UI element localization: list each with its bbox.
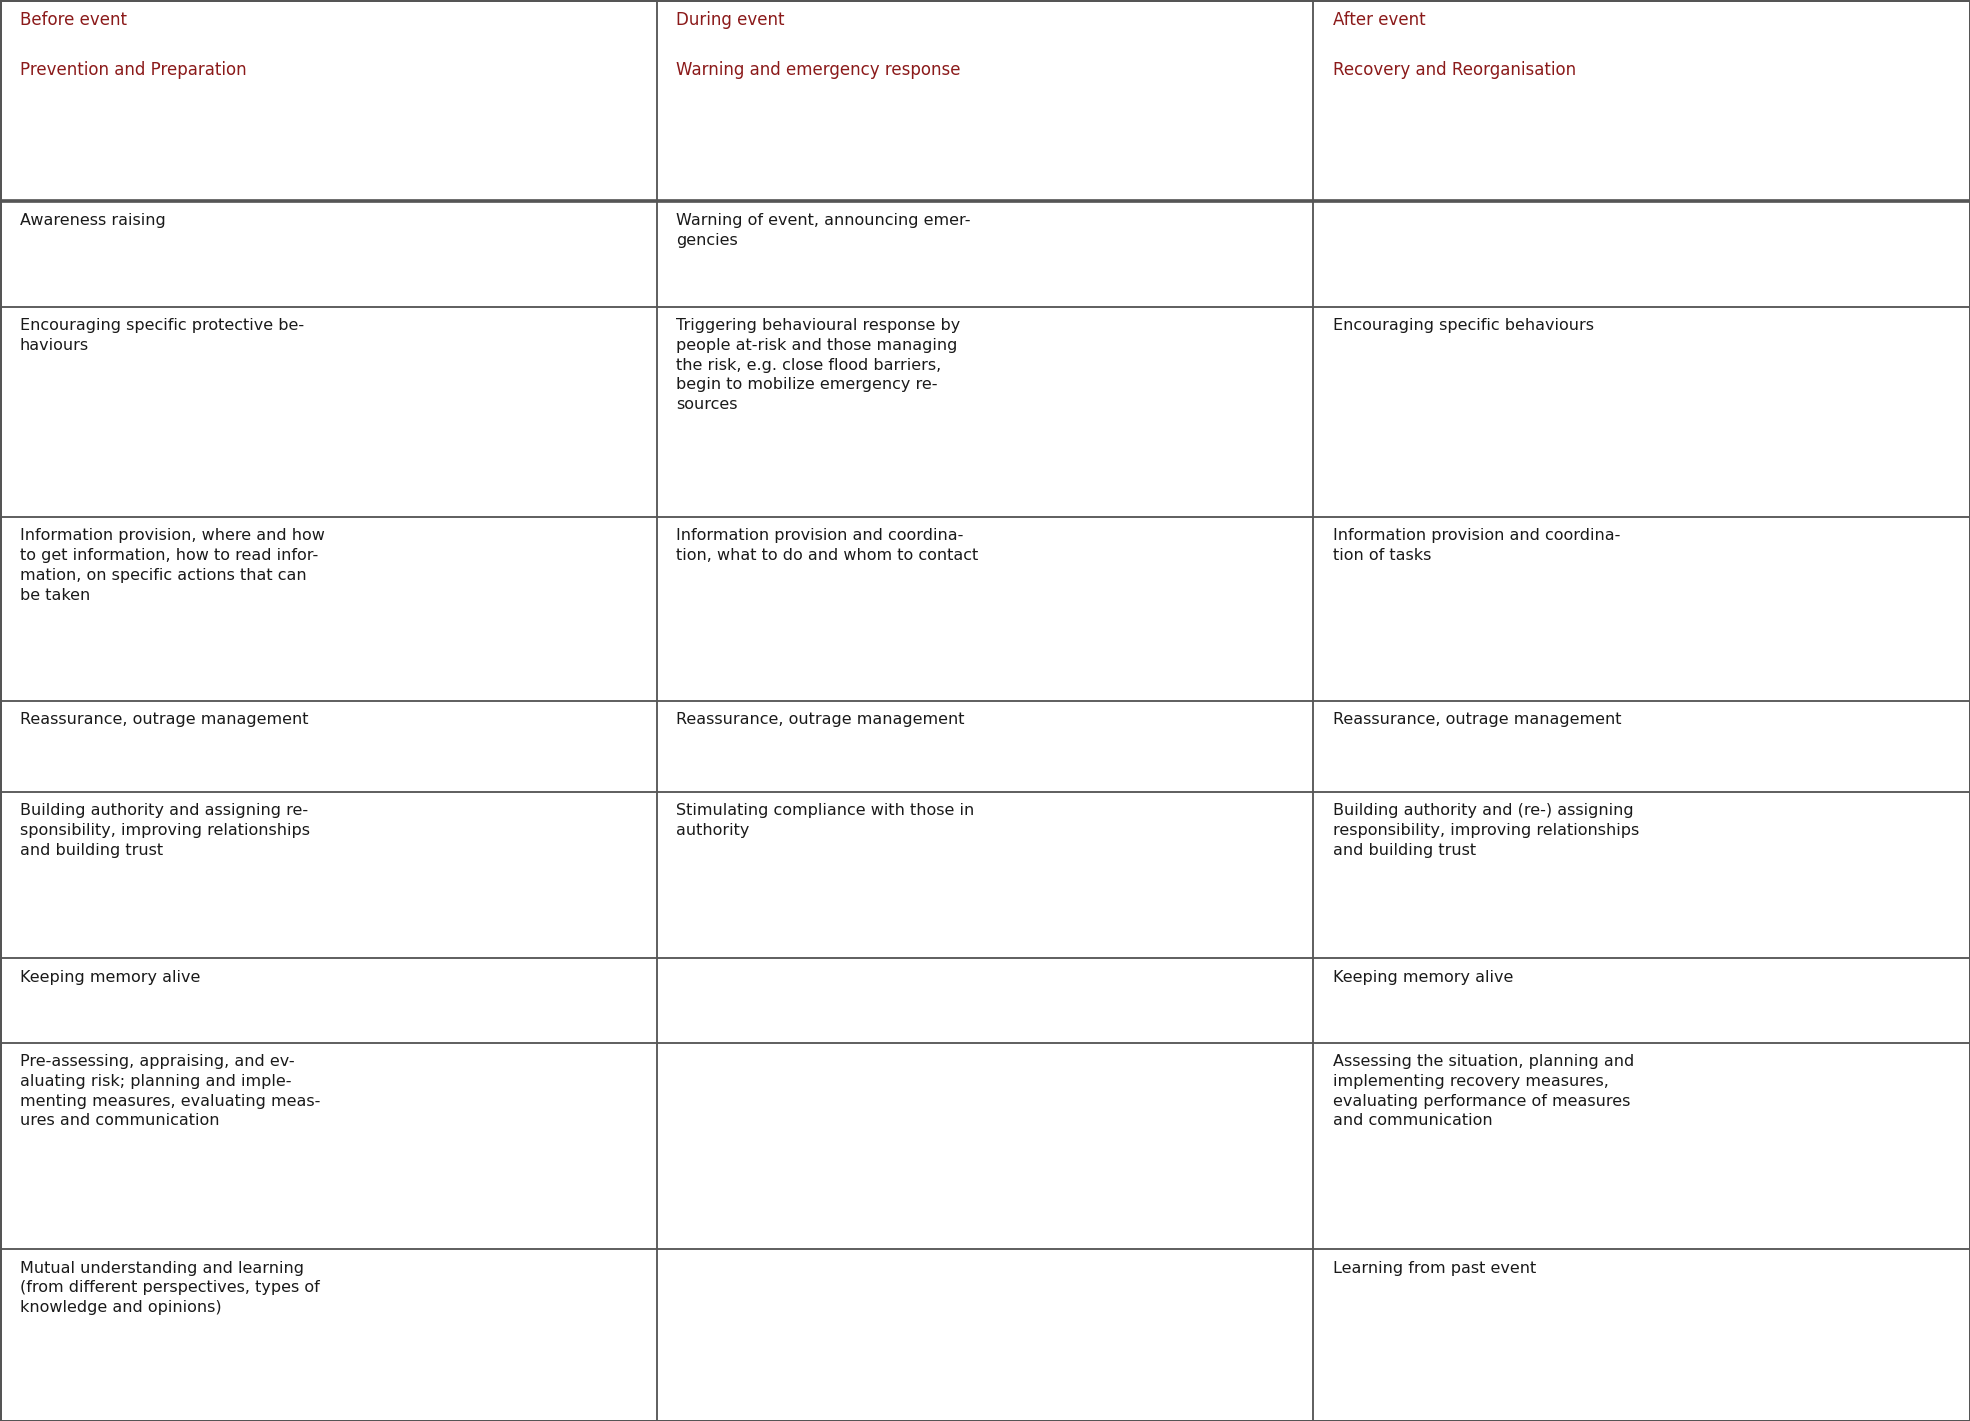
Text: Building authority and assigning re-
sponsibility, improving relationships
and b: Building authority and assigning re- spo… <box>20 803 309 858</box>
Text: Triggering behavioural response by
people at-risk and those managing
the risk, e: Triggering behavioural response by peopl… <box>676 318 961 412</box>
Text: Awareness raising: Awareness raising <box>20 213 165 227</box>
Text: Encouraging specific protective be-
haviours: Encouraging specific protective be- havi… <box>20 318 303 352</box>
Text: Reassurance, outrage management: Reassurance, outrage management <box>676 712 965 728</box>
Text: Keeping memory alive: Keeping memory alive <box>20 969 201 985</box>
Text: Learning from past event: Learning from past event <box>1334 1260 1537 1276</box>
Text: Encouraging specific behaviours: Encouraging specific behaviours <box>1334 318 1594 333</box>
Text: During event

Warning and emergency response: During event Warning and emergency respo… <box>676 11 961 80</box>
Text: Mutual understanding and learning
(from different perspectives, types of
knowled: Mutual understanding and learning (from … <box>20 1260 319 1316</box>
Text: Building authority and (re-) assigning
responsibility, improving relationships
a: Building authority and (re-) assigning r… <box>1334 803 1639 858</box>
Text: Stimulating compliance with those in
authority: Stimulating compliance with those in aut… <box>676 803 975 838</box>
Text: Reassurance, outrage management: Reassurance, outrage management <box>20 712 307 728</box>
Text: Reassurance, outrage management: Reassurance, outrage management <box>1334 712 1621 728</box>
Text: Information provision, where and how
to get information, how to read infor-
mati: Information provision, where and how to … <box>20 529 325 603</box>
Text: Warning of event, announcing emer-
gencies: Warning of event, announcing emer- genci… <box>676 213 971 247</box>
Text: Before event

Prevention and Preparation: Before event Prevention and Preparation <box>20 11 246 80</box>
Text: Information provision and coordina-
tion of tasks: Information provision and coordina- tion… <box>1334 529 1619 563</box>
Text: Pre-assessing, appraising, and ev-
aluating risk; planning and imple-
menting me: Pre-assessing, appraising, and ev- aluat… <box>20 1054 319 1128</box>
Text: After event

Recovery and Reorganisation: After event Recovery and Reorganisation <box>1334 11 1576 80</box>
Text: Keeping memory alive: Keeping memory alive <box>1334 969 1513 985</box>
Text: Assessing the situation, planning and
implementing recovery measures,
evaluating: Assessing the situation, planning and im… <box>1334 1054 1635 1128</box>
Text: Information provision and coordina-
tion, what to do and whom to contact: Information provision and coordina- tion… <box>676 529 979 563</box>
